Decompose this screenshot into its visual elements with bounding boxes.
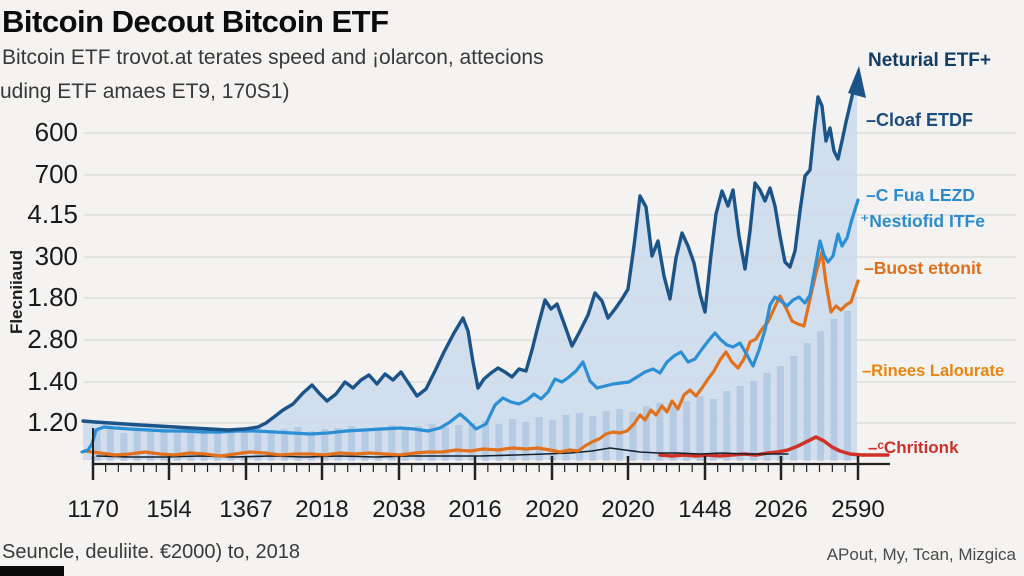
x-axis-tick-label: 1170 xyxy=(67,496,119,523)
y-axis-tick-label: 700 xyxy=(34,159,78,189)
legend-cfua-lezd-line1: –C Fua LEZD xyxy=(866,185,975,205)
source-note: Seuncle, deuliite. €2000) to, 2018 xyxy=(2,541,300,563)
x-axis-tick-label: 2016 xyxy=(448,496,502,523)
y-axis-tick-label: 1.40 xyxy=(27,366,78,396)
legend-buost-ettonit: –Buost ettonit xyxy=(864,258,982,278)
y-axis-tick-label: 300 xyxy=(34,241,78,271)
y-axis-tick-label: 1.20 xyxy=(27,407,78,437)
x-axis-tick-label: 2026 xyxy=(754,496,808,523)
bottom-left-bar xyxy=(0,566,64,576)
x-axis-tick-label: 1367 xyxy=(219,496,273,523)
y-axis-tick-label: 600 xyxy=(34,117,78,147)
x-axis-tick-label: 2020 xyxy=(525,496,579,523)
y-axis-tick-label: 1.80 xyxy=(27,282,78,312)
x-axis-tick-label: 2590 xyxy=(831,496,885,523)
x-axis-tick-label: 2038 xyxy=(372,496,426,523)
legend-rinees-lalourate: –Rinees Lalourate xyxy=(862,362,1005,380)
x-axis-tick-label: 2018 xyxy=(295,496,349,523)
y-axis-tick-label: 2.80 xyxy=(27,324,78,354)
x-axis-tick-label: 1448 xyxy=(678,496,732,523)
x-axis-tick-label: 2020 xyxy=(601,496,655,523)
chart-title: Bitcoin Decout Bitcoin ETF xyxy=(2,4,389,39)
chart-subtitle-line1: Bitcoin ETF trovot.at terates speed and … xyxy=(2,46,544,69)
legend-chritionk: –ᶜChritionk xyxy=(868,438,959,457)
legend-cloaf-etdf: –Cloaf ETDF xyxy=(866,110,974,130)
legend-neturial-etf: Neturial ETF+ xyxy=(868,50,991,71)
legend-cfua-lezd-line2: ⁺Nestiofid ITFe xyxy=(860,211,985,231)
y-axis-tick-label: 4.15 xyxy=(27,199,78,229)
chart-subtitle-line2: uding ETF amaes ET9, 170S1) xyxy=(0,80,290,103)
x-axis-tick-label: 15l4 xyxy=(146,496,192,523)
credits-note: APout, My, Tcan, Mizgica xyxy=(826,545,1016,564)
